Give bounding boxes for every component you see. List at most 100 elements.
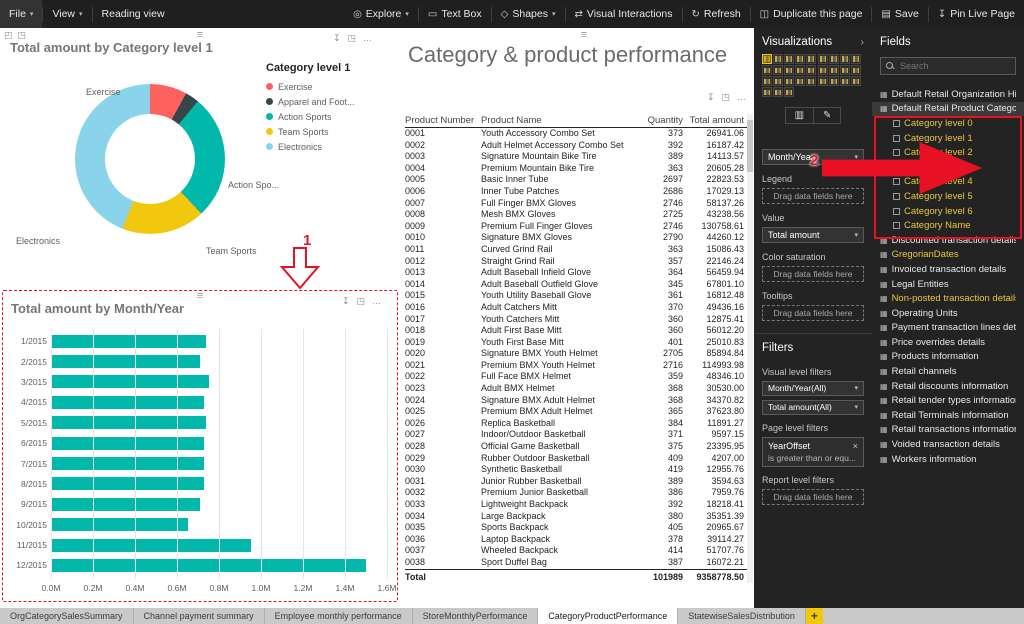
table-row[interactable]: 0035 Sports Backpack 405 20965.67	[405, 522, 744, 533]
toolbar-pin-live-page[interactable]: ↧ Pin Live Page	[937, 8, 1015, 20]
field-table-invoiced-transaction-details[interactable]: ▦ Invoiced transaction details	[880, 263, 1007, 275]
donut-chart-visual[interactable]: ≡ ↧ ◳ … Total amount by Category level 1…	[2, 30, 398, 288]
toolbar-view[interactable]: View ▾	[52, 8, 83, 20]
scatter-chart-icon[interactable]	[795, 64, 806, 75]
pin-visual-icon[interactable]: ↧	[341, 296, 350, 306]
table-row[interactable]: 0002 Adult Helmet Accessory Combo Set 392 1…	[405, 139, 744, 150]
field-table-workers-information[interactable]: ▦ Workers information	[880, 453, 977, 465]
legend-item-exercise[interactable]: Exercise	[266, 79, 355, 94]
stacked-bar-chart-icon[interactable]	[761, 53, 772, 64]
table-row[interactable]: 0032 Premium Junior Basketball 386 7959.76	[405, 487, 744, 498]
pie-chart-icon[interactable]	[806, 64, 817, 75]
bar-11-2015[interactable]	[51, 538, 251, 552]
multi-row-card-icon[interactable]	[806, 75, 817, 86]
expand-icon[interactable]: ◳	[17, 30, 27, 40]
custom-visual-icon[interactable]	[783, 87, 794, 98]
donut-chart-icon[interactable]	[839, 75, 850, 86]
toolbar-shapes[interactable]: ◇ Shapes ▾	[500, 8, 556, 20]
table-row[interactable]: 0021 Premium BMX Youth Helmet 2716 114993.9…	[405, 359, 744, 370]
toolbar-duplicate-this-page[interactable]: ◫ Duplicate this page	[759, 8, 863, 20]
toolbar-refresh[interactable]: ↻ Refresh	[691, 8, 741, 20]
bar-3-2015[interactable]	[51, 375, 209, 389]
arcgis-map-icon[interactable]	[761, 87, 772, 98]
field-table-price-overrides-details[interactable]: ▦ Price overrides details	[880, 336, 986, 348]
field-checkbox[interactable]	[893, 207, 900, 215]
bar-chart-visual[interactable]: ≡ ↧ ◳ … Total amount by Month/Year 1/201…	[2, 290, 398, 602]
visual-grip-icon[interactable]: ≡	[196, 290, 204, 302]
table-row[interactable]: 0026 Replica Basketball 384 11891.27	[405, 417, 744, 428]
column-header-quantity[interactable]: Quantity	[647, 115, 683, 126]
table-row[interactable]: 0038 Sport Duffel Bag 387 16072.21	[405, 556, 744, 567]
field-category-level-0[interactable]: Category level 0	[872, 116, 1024, 131]
field-table-voided-transaction-details[interactable]: ▦ Voided transaction details	[880, 439, 1000, 451]
field-table-retail-tender-types-information[interactable]: ▦ Retail tender types information	[880, 395, 1016, 407]
table-row[interactable]: 0007 Full Finger BMX Gloves 2746 58137.26	[405, 197, 744, 208]
field-search-box[interactable]	[880, 57, 1016, 75]
toolbar-save[interactable]: ▤ Save	[881, 8, 919, 20]
table-row[interactable]: 0015 Youth Utility Baseball Glove 361 16812…	[405, 290, 744, 301]
matrix-icon[interactable]	[851, 64, 862, 75]
table-row[interactable]: 0009 Premium Full Finger Gloves 2746 130758…	[405, 220, 744, 231]
field-checkbox[interactable]	[893, 163, 900, 171]
table-row[interactable]: 0030 Synthetic Basketball 419 12955.76	[405, 464, 744, 475]
field-table-retail-transactions-information[interactable]: ▦ Retail transactions information	[880, 424, 1016, 436]
kpi-icon[interactable]	[817, 75, 828, 86]
field-table-retail-discounts-information[interactable]: ▦ Retail discounts information	[880, 380, 1009, 392]
bar-2-2015[interactable]	[51, 355, 201, 369]
expand-icon[interactable]: ◰	[4, 30, 13, 40]
column-header-product-number[interactable]: Product Number	[405, 115, 475, 126]
table-row[interactable]: 0005 Basic Inner Tube 2697 22823.53	[405, 174, 744, 185]
field-table-discounted-transaction-details[interactable]: ▦ Discounted transaction details	[880, 234, 1016, 246]
stacked-area-chart-icon[interactable]	[851, 53, 862, 64]
bar-5-2015[interactable]	[51, 416, 207, 430]
table-scrollbar[interactable]	[747, 114, 753, 583]
field-checkbox[interactable]	[893, 134, 900, 142]
field-table-operating-units[interactable]: ▦ Operating Units	[880, 307, 958, 319]
bar-6-2015[interactable]	[51, 436, 205, 450]
table-row[interactable]: 0020 Signature BMX Youth Helmet 2705 85894.…	[405, 348, 744, 359]
format-tab-icon[interactable]: ✎	[823, 109, 832, 121]
clustered-column-chart-icon[interactable]	[795, 53, 806, 64]
table-row[interactable]: 0034 Large Backpack 380 35351.39	[405, 510, 744, 521]
100-stacked-bar-chart-icon[interactable]	[806, 53, 817, 64]
table-row[interactable]: 0036 Laptop Backpack 378 39114.27	[405, 533, 744, 544]
tab-employee-monthly-performance[interactable]: Employee monthly performance	[265, 608, 413, 624]
filter-month-year-all[interactable]: Month/Year(All) ▾	[762, 380, 864, 396]
table-row[interactable]: 0012 Straight Grind Rail 357 22146.24	[405, 255, 744, 266]
pin-visual-icon[interactable]: ↧	[332, 33, 341, 43]
legend-item-action-sports[interactable]: Action Sports	[266, 109, 355, 124]
filled-map-icon[interactable]	[761, 75, 772, 86]
field-checkbox[interactable]	[893, 149, 900, 157]
focus-mode-icon[interactable]: ◳	[721, 92, 730, 102]
field-category-level-2[interactable]: Category level 2	[872, 145, 1024, 160]
field-table-retail-terminals-information[interactable]: ▦ Retail Terminals information	[880, 409, 1009, 421]
report-canvas[interactable]: ◰ ◳ ≡ ↧ ◳ … Total amount by Category lev…	[0, 28, 754, 608]
table-row[interactable]: 0016 Adult Catchers Mitt 370 49436.16	[405, 301, 744, 312]
toolbar-reading-view[interactable]: Reading view	[101, 8, 165, 20]
more-options-icon[interactable]: …	[737, 92, 746, 102]
column-header-product-name[interactable]: Product Name	[481, 115, 542, 126]
toolbar-visual-interactions[interactable]: ⇄ Visual Interactions	[574, 8, 673, 20]
well-field-total-amount[interactable]: Total amount ▾	[762, 226, 864, 243]
gauge-icon[interactable]	[783, 75, 794, 86]
table-row[interactable]: 0019 Youth First Base Mitt 401 25010.83	[405, 336, 744, 347]
table-row[interactable]: 0022 Full Face BMX Helmet 359 48346.10	[405, 371, 744, 382]
waterfall-chart-icon[interactable]	[783, 64, 794, 75]
field-table-non-posted-transaction-details[interactable]: ▦ Non-posted transaction details	[880, 293, 1016, 305]
filter-total-amount-all[interactable]: Total amount(All) ▾	[762, 399, 864, 415]
bar-7-2015[interactable]	[51, 457, 205, 471]
legend-item-team-sports[interactable]: Team Sports	[266, 124, 355, 139]
field-table-default-retail-product-categor[interactable]: ▦ Default Retail Product Categor...	[872, 101, 1024, 117]
table-row[interactable]: 0028 Official Game Basketball 375 23395.95	[405, 441, 744, 452]
100-stacked-column-chart-icon[interactable]	[817, 53, 828, 64]
table-row[interactable]: 0027 Indoor/Outdoor Basketball 371 9597.15	[405, 429, 744, 440]
table-row[interactable]: 0006 Inner Tube Patches 2686 17029.13	[405, 185, 744, 196]
field-checkbox[interactable]	[893, 222, 900, 230]
collapse-pane-icon[interactable]: ›	[860, 36, 864, 48]
search-input[interactable]	[900, 61, 1010, 71]
table-row[interactable]: 0018 Adult First Base Mitt 360 56012.20	[405, 325, 744, 336]
bar-12-2015[interactable]	[51, 558, 366, 572]
donut-chart[interactable]	[75, 84, 225, 234]
tab-storemonthlyperformance[interactable]: StoreMonthlyPerformance	[413, 608, 539, 624]
well-dropzone[interactable]: Drag data fields here	[762, 187, 864, 204]
